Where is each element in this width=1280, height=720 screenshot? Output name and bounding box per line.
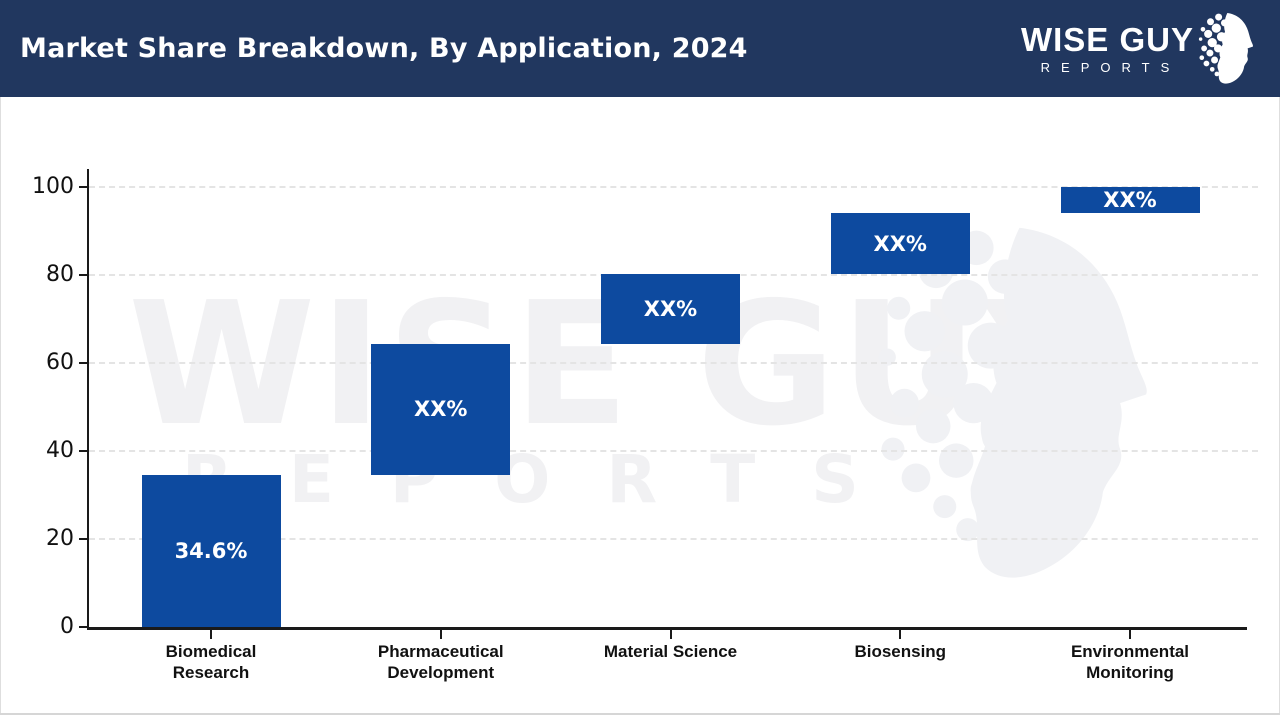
left-border bbox=[0, 97, 1, 714]
bottom-border bbox=[0, 713, 1280, 715]
y-axis-tick bbox=[79, 274, 87, 276]
x-axis-tick bbox=[210, 630, 212, 639]
y-axis-tick bbox=[79, 450, 87, 452]
chart-plot-area: WISE GUY REPORTS 0 20 40 60 80 100 Biomedical R… bbox=[0, 97, 1280, 714]
bar-value-label: XX% bbox=[414, 397, 468, 422]
y-axis-tick bbox=[79, 626, 87, 628]
x-axis-tick bbox=[899, 630, 902, 639]
gridline bbox=[89, 538, 1258, 540]
bar-value-label: 34.6% bbox=[174, 538, 248, 563]
y-tick-label: 60 bbox=[46, 350, 74, 375]
dotted-head-icon bbox=[1196, 11, 1254, 87]
gridline bbox=[89, 186, 1258, 188]
watermark-head-icon bbox=[852, 222, 1164, 590]
category-label: Material Science bbox=[603, 642, 738, 661]
chart-title: Market Share Breakdown, By Application, … bbox=[20, 33, 748, 64]
y-axis-line bbox=[87, 169, 89, 630]
y-tick-label: 20 bbox=[46, 526, 74, 551]
category-label: Environmental Monitoring bbox=[1070, 642, 1190, 682]
x-axis-tick bbox=[669, 630, 672, 639]
x-axis-line bbox=[87, 627, 1247, 630]
y-tick-label: 40 bbox=[46, 438, 74, 463]
y-tick-label: 0 bbox=[60, 614, 74, 639]
x-axis-tick bbox=[439, 630, 442, 639]
y-tick-label: 80 bbox=[46, 262, 74, 287]
y-axis-tick bbox=[79, 362, 87, 364]
wise-guy-reports-logo: WISE GUY REPORTS bbox=[1021, 11, 1254, 87]
watermark-subtext: REPORTS bbox=[182, 441, 915, 518]
bar-segment: XX% bbox=[1060, 187, 1200, 213]
logo-subtext: REPORTS bbox=[1040, 59, 1181, 75]
category-label: Biosensing bbox=[854, 642, 947, 661]
logo-text-block: WISE GUY REPORTS bbox=[1021, 23, 1194, 75]
header-bar: Market Share Breakdown, By Application, … bbox=[0, 0, 1280, 97]
gridline bbox=[89, 362, 1258, 364]
y-axis-tick bbox=[79, 538, 87, 540]
bar-segment: XX% bbox=[601, 274, 740, 345]
bar-value-label: XX% bbox=[1103, 187, 1157, 212]
category-label: Biomedical Research bbox=[165, 642, 257, 682]
bar-value-label: XX% bbox=[873, 231, 927, 256]
gridline bbox=[89, 450, 1258, 452]
bar-segment: XX% bbox=[371, 344, 511, 475]
bar-segment: 34.6% bbox=[141, 474, 281, 627]
bar-value-label: XX% bbox=[643, 297, 698, 322]
category-label: Pharmaceutical Development bbox=[377, 642, 504, 682]
x-axis-tick bbox=[1129, 630, 1131, 639]
bar-segment: XX% bbox=[830, 212, 970, 275]
y-axis-tick bbox=[79, 186, 87, 188]
y-tick-label: 100 bbox=[32, 174, 74, 199]
logo-wordmark: WISE GUY bbox=[1020, 20, 1194, 58]
